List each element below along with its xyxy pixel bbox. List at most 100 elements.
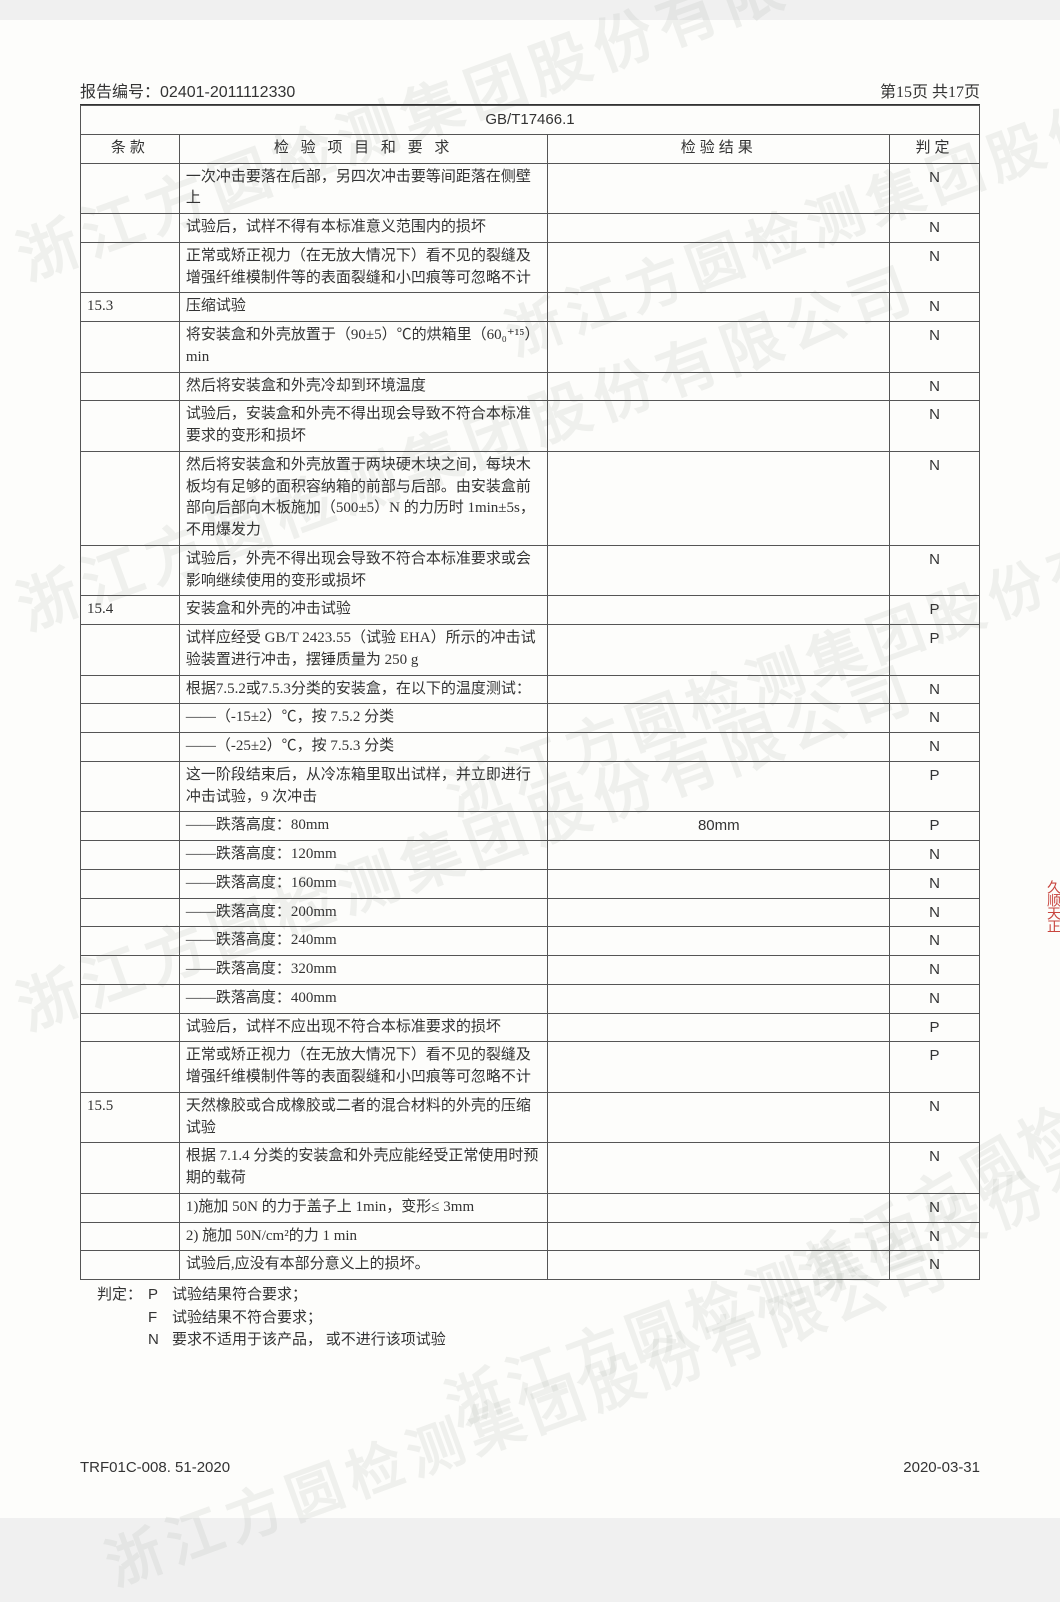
legend-text-p: 试验结果符合要求； [172,1284,307,1307]
table-row: ——跌落高度：120mm N [81,841,980,870]
requirement-cell: ——跌落高度：120mm [179,841,548,870]
table-row: 正常或矫正视力（在无放大情况下）看不见的裂缝及增强纤维模制件等的表面裂缝和小凹痕… [81,242,980,293]
legend-key-p: P [148,1284,172,1307]
page: 浙江方圆检测集团股份有限公司 浙江方圆检测集团股份有限公司 浙江方圆检测集团股份… [0,20,1060,1518]
clause-cell: 15.3 [81,293,180,322]
legend-prefix: 判定： [80,1284,148,1307]
verdict-cell: N [890,956,980,985]
verdict-cell: N [890,1092,980,1143]
table-row: 1)施加 50N 的力于盖子上 1min，变形≤ 3mm N [81,1193,980,1222]
header-row: 条款 检 验 项 目 和 要 求 检验结果 判定 [81,134,980,163]
requirement-cell: 正常或矫正视力（在无放大情况下）看不见的裂缝及增强纤维模制件等的表面裂缝和小凹痕… [179,1042,548,1093]
table-row: ——（-15±2）℃，按 7.5.2 分类 N [81,704,980,733]
requirement-cell: 试验后,应没有本部分意义上的损坏。 [179,1251,548,1280]
page-footer: TRF01C-008. 51-2020 2020-03-31 [80,1459,980,1476]
verdict-cell: N [890,704,980,733]
verdict-cell: N [890,733,980,762]
result-cell [548,214,890,243]
result-cell [548,1251,890,1280]
requirement-cell: ——跌落高度：200mm [179,898,548,927]
clause-cell [81,163,180,214]
legend-text-f: 试验结果不符合要求； [172,1307,322,1330]
page-header: 报告编号：02401-2011112330 第15页 共17页 [80,78,980,105]
standard-cell: GB/T17466.1 [81,106,980,135]
verdict-cell: N [890,401,980,452]
verdict-cell: N [890,451,980,545]
clause-cell [81,545,180,596]
result-cell [548,596,890,625]
table-row: 根据7.5.2或7.5.3分类的安装盒，在以下的温度测试：N [81,675,980,704]
requirement-cell: ——跌落高度：160mm [179,869,548,898]
table-row: 然后将安装盒和外壳放置于两块硬木块之间，每块木板均有足够的面积容纳箱的前部与后部… [81,451,980,545]
verdict-cell: N [890,898,980,927]
col-requirement-header: 检 验 项 目 和 要 求 [179,134,548,163]
clause-cell [81,625,180,676]
table-row: 然后将安装盒和外壳冷却到环境温度N [81,372,980,401]
result-cell [548,898,890,927]
col-verdict-header: 判定 [890,134,980,163]
verdict-cell: P [890,1042,980,1093]
clause-cell [81,242,180,293]
table-row: ——跌落高度：80mm80mmP [81,812,980,841]
verdict-cell: N [890,841,980,870]
table-row: ——跌落高度：160mm N [81,869,980,898]
requirement-cell: ——（-25±2）℃，按 7.5.3 分类 [179,733,548,762]
report-no-label: 报告编号： [80,84,160,101]
report-number: 报告编号：02401-2011112330 [80,78,295,102]
report-no-value: 02401-2011112330 [160,84,295,101]
result-cell [548,545,890,596]
result-cell [548,1092,890,1143]
requirement-cell: 1)施加 50N 的力于盖子上 1min，变形≤ 3mm [179,1193,548,1222]
verdict-legend: 判定： P 试验结果符合要求； F 试验结果不符合要求； N 要求不适用于该产品… [80,1284,980,1352]
verdict-cell: N [890,869,980,898]
clause-cell [81,1193,180,1222]
table-row: 试验后，安装盒和外壳不得出现会导致不符合本标准要求的变形和损坏 N [81,401,980,452]
requirement-cell: 试验后，安装盒和外壳不得出现会导致不符合本标准要求的变形和损坏 [179,401,548,452]
clause-cell [81,451,180,545]
clause-cell [81,322,180,373]
verdict-cell: N [890,1193,980,1222]
requirement-cell: ——（-15±2）℃，按 7.5.2 分类 [179,704,548,733]
clause-cell [81,704,180,733]
table-row: 试验后，外壳不得出现会导致不符合本标准要求或会影响继续使用的变形或损坏N [81,545,980,596]
legend-text-n: 要求不适用于该产品， 或不进行该项试验 [172,1329,446,1352]
clause-cell: 15.5 [81,1092,180,1143]
result-cell [548,163,890,214]
table-row: 15.5天然橡胶或合成橡胶或二者的混合材料的外壳的压缩试验N [81,1092,980,1143]
col-result-header: 检验结果 [548,134,890,163]
verdict-cell: P [890,812,980,841]
clause-cell [81,733,180,762]
requirement-cell: 2) 施加 50N/cm²的力 1 min [179,1222,548,1251]
col-clause-header: 条款 [81,134,180,163]
requirement-cell: 这一阶段结束后，从冷冻箱里取出试样，并立即进行冲击试验，9 次冲击 [179,761,548,812]
clause-cell [81,761,180,812]
verdict-cell: P [890,1013,980,1042]
verdict-cell: P [890,625,980,676]
result-cell [548,733,890,762]
table-row: 15.4安装盒和外壳的冲击试验P [81,596,980,625]
requirement-cell: 根据7.5.2或7.5.3分类的安装盒，在以下的温度测试： [179,675,548,704]
table-row: 正常或矫正视力（在无放大情况下）看不见的裂缝及增强纤维模制件等的表面裂缝和小凹痕… [81,1042,980,1093]
requirement-cell: 根据 7.1.4 分类的安装盒和外壳应能经受正常使用时预期的载荷 [179,1143,548,1194]
result-cell [548,927,890,956]
result-cell [548,675,890,704]
verdict-cell: N [890,927,980,956]
table-row: ——跌落高度：320mm N [81,956,980,985]
requirement-cell: ——跌落高度：320mm [179,956,548,985]
table-row: 试样应经受 GB/T 2423.55（试验 EHA）所示的冲击试验装置进行冲击，… [81,625,980,676]
requirement-cell: 然后将安装盒和外壳冷却到环境温度 [179,372,548,401]
table-row: 15.3压缩试验N [81,293,980,322]
page-info: 第15页 共17页 [880,78,980,102]
result-cell [548,1222,890,1251]
requirement-cell: 试验后，试样不应出现不符合本标准要求的损坏 [179,1013,548,1042]
legend-key-n: N [148,1329,172,1352]
clause-cell [81,372,180,401]
edge-stamp: 久顺天正 [1042,880,1060,1000]
form-number: TRF01C-008. 51-2020 [80,1459,230,1476]
clause-cell [81,869,180,898]
standard-row: GB/T17466.1 [81,106,980,135]
verdict-cell: N [890,163,980,214]
requirement-cell: 正常或矫正视力（在无放大情况下）看不见的裂缝及增强纤维模制件等的表面裂缝和小凹痕… [179,242,548,293]
requirement-cell: ——跌落高度：80mm [179,812,548,841]
verdict-cell: N [890,322,980,373]
